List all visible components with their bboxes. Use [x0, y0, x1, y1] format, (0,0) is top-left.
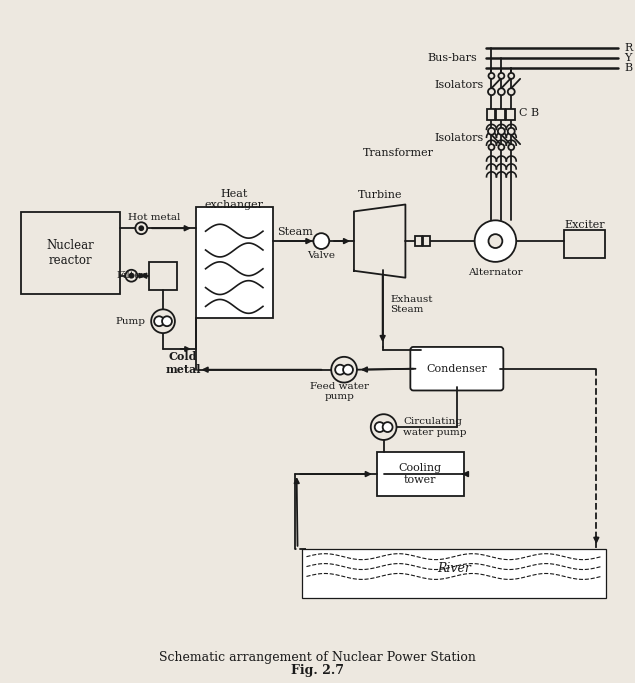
Circle shape [488, 73, 495, 79]
Text: Valve: Valve [307, 251, 335, 260]
Text: Transformer: Transformer [363, 148, 434, 158]
Circle shape [508, 128, 515, 135]
Bar [377, 451, 464, 497]
Text: Cold
metal: Cold metal [165, 351, 201, 375]
Circle shape [508, 144, 514, 150]
Text: Exciter: Exciter [564, 220, 605, 230]
Circle shape [488, 144, 495, 150]
Text: Y: Y [624, 53, 631, 63]
Circle shape [343, 365, 353, 375]
Text: C B: C B [519, 109, 539, 118]
Text: Isolators: Isolators [434, 133, 483, 143]
Circle shape [488, 234, 502, 248]
Circle shape [508, 73, 514, 79]
Circle shape [488, 128, 495, 135]
Circle shape [498, 73, 504, 79]
Text: Condenser: Condenser [427, 364, 487, 374]
Circle shape [383, 422, 392, 432]
Circle shape [126, 270, 137, 281]
Circle shape [331, 357, 357, 382]
Bar [415, 236, 422, 246]
Text: Circulating
water pump: Circulating water pump [403, 417, 467, 436]
Circle shape [162, 316, 172, 326]
Text: B: B [624, 63, 632, 73]
Text: Bus-bars: Bus-bars [428, 53, 478, 63]
Bar [196, 208, 273, 318]
Circle shape [314, 233, 329, 249]
Text: Steam: Steam [277, 227, 312, 237]
Text: Turbine: Turbine [358, 190, 402, 199]
Bar [423, 236, 430, 246]
Text: Heat
exchanger: Heat exchanger [204, 189, 264, 210]
Text: Cooling
tower: Cooling tower [399, 463, 442, 485]
Text: Exhaust
Steam: Exhaust Steam [391, 294, 433, 314]
Circle shape [474, 221, 516, 262]
Text: Feed water
pump: Feed water pump [310, 382, 369, 401]
Circle shape [498, 144, 504, 150]
Text: Fig. 2.7: Fig. 2.7 [291, 664, 344, 677]
Circle shape [154, 316, 164, 326]
Circle shape [139, 226, 144, 230]
Circle shape [151, 309, 175, 333]
Bar [302, 548, 606, 598]
Circle shape [498, 88, 505, 95]
Text: River: River [437, 562, 471, 575]
Circle shape [488, 88, 495, 95]
Text: Isolators: Isolators [434, 80, 483, 89]
Bar [564, 230, 605, 258]
Text: Alternator: Alternator [468, 268, 523, 277]
Circle shape [375, 422, 385, 432]
Text: Pump: Pump [115, 317, 145, 326]
Bar [497, 109, 505, 120]
Bar [486, 109, 495, 120]
Circle shape [371, 414, 396, 440]
Text: Schematic arrangement of Nuclear Power Station: Schematic arrangement of Nuclear Power S… [159, 651, 476, 664]
Text: Filter: Filter [116, 271, 145, 280]
Bar [149, 262, 177, 290]
FancyBboxPatch shape [410, 347, 504, 391]
Circle shape [498, 128, 505, 135]
Circle shape [130, 274, 133, 278]
Text: Nuclear
reactor: Nuclear reactor [46, 239, 94, 267]
Circle shape [135, 222, 147, 234]
Text: R: R [624, 43, 632, 53]
Circle shape [335, 365, 345, 375]
Bar [506, 109, 515, 120]
Bar [20, 212, 119, 294]
Text: Hot metal: Hot metal [128, 213, 180, 222]
Circle shape [508, 88, 515, 95]
